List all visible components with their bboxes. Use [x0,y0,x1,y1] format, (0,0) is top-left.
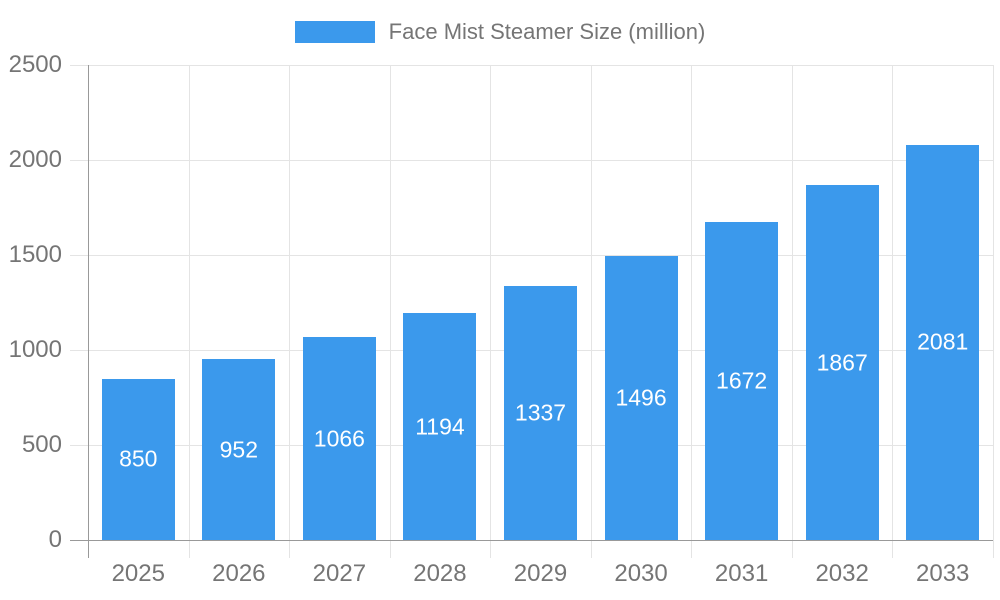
h-gridline [70,160,993,161]
v-gridline [289,65,291,558]
bar-2026[interactable] [202,359,276,540]
v-gridline [993,65,994,558]
bar-value-label: 2081 [917,328,969,355]
x-tick-label: 2027 [312,560,367,587]
x-tick-label: 2033 [916,560,970,587]
bar-value-label: 1066 [313,425,365,452]
x-tick-label: 2029 [513,560,568,587]
bar-value-label: 1672 [716,367,768,394]
bar-2025[interactable] [101,378,175,540]
bar-value-label: 850 [119,445,158,472]
x-tick-label: 2025 [111,560,165,587]
bar-2033[interactable] [906,144,980,540]
y-axis-line [88,65,89,558]
legend-label: Face Mist Steamer Size (million) [388,19,706,44]
h-gridline [70,65,993,66]
y-tick-label: 1500 [8,241,62,268]
v-gridline [490,65,492,558]
v-gridline [590,65,592,558]
bar-value-label: 1867 [816,349,868,376]
bar-2027[interactable] [302,337,376,540]
bar-value-label: 952 [219,436,259,463]
y-tick-label: 500 [21,431,62,458]
bar-value-label: 1194 [415,413,465,440]
bar-value-label: 1496 [615,384,667,411]
x-axis-line [70,540,993,541]
bar-value-label: 1337 [514,399,567,426]
legend[interactable]: Face Mist Steamer Size (million) [0,14,1000,50]
bar-2032[interactable] [805,185,879,540]
legend-swatch-icon [294,21,375,43]
bar-2029[interactable] [504,285,577,540]
bar-2028[interactable] [403,313,477,540]
x-tick-label: 2032 [815,560,869,587]
v-gridline [691,65,693,558]
bar-2031[interactable] [705,222,779,540]
x-tick-label: 2030 [614,560,668,587]
y-tick-label: 2000 [8,146,62,173]
plot-area: 0 500 1000 1500 2000 2500 850 2025 952 2026 1066 20… [9,51,994,587]
x-tick-label: 2031 [714,560,769,587]
y-tick-label: 1000 [8,336,62,363]
bar-2030[interactable] [604,255,678,540]
y-tick-label: 2500 [8,51,62,78]
v-gridline [791,65,793,558]
v-gridline [188,65,190,558]
y-tick-label: 0 [48,526,62,553]
x-tick-label: 2026 [212,560,266,587]
x-tick-label: 2028 [413,560,467,587]
v-gridline [389,65,391,558]
v-gridline [892,65,894,558]
